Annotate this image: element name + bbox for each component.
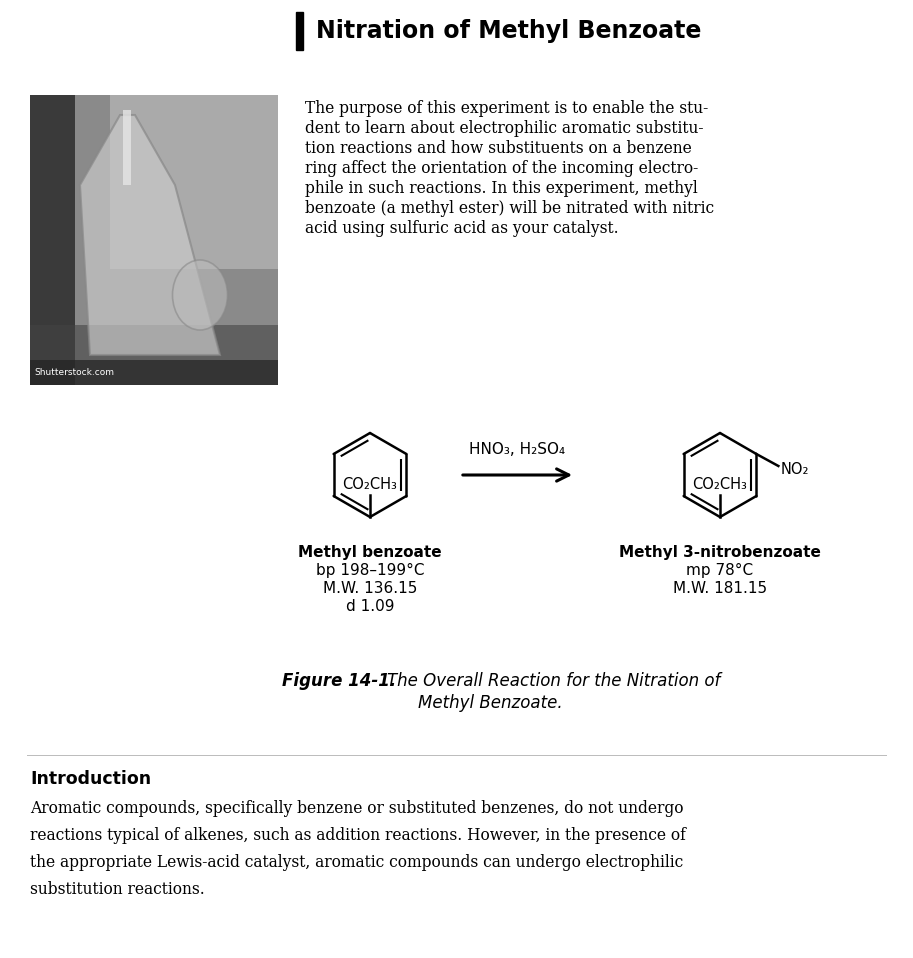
- Bar: [30, 95, 75, 385]
- Text: benzoate (a methyl ester) will be nitrated with nitric: benzoate (a methyl ester) will be nitrat…: [305, 200, 714, 217]
- Text: Figure 14-1.: Figure 14-1.: [282, 672, 396, 690]
- Bar: [296, 12, 303, 50]
- Text: the appropriate Lewis-acid catalyst, aromatic compounds can undergo electrophili: the appropriate Lewis-acid catalyst, aro…: [30, 854, 683, 871]
- Bar: [30, 95, 278, 385]
- Text: phile in such reactions. In this experiment, methyl: phile in such reactions. In this experim…: [305, 180, 698, 197]
- Bar: [70, 95, 278, 385]
- Text: M.W. 136.15: M.W. 136.15: [323, 581, 417, 596]
- Text: M.W. 181.15: M.W. 181.15: [673, 581, 767, 596]
- Bar: [30, 325, 278, 385]
- Text: acid using sulfuric acid as your catalyst.: acid using sulfuric acid as your catalys…: [305, 220, 619, 237]
- Text: Methyl benzoate: Methyl benzoate: [299, 545, 442, 560]
- Text: Methyl Benzoate.: Methyl Benzoate.: [417, 694, 562, 712]
- Bar: [110, 95, 278, 269]
- Text: tion reactions and how substituents on a benzene: tion reactions and how substituents on a…: [305, 140, 692, 157]
- Polygon shape: [80, 115, 220, 355]
- Text: mp 78°C: mp 78°C: [687, 563, 753, 578]
- Text: The Overall Reaction for the Nitration of: The Overall Reaction for the Nitration o…: [387, 672, 720, 690]
- Text: The purpose of this experiment is to enable the stu-: The purpose of this experiment is to ena…: [305, 100, 708, 117]
- Text: bp 198–199°C: bp 198–199°C: [316, 563, 425, 578]
- Text: Methyl 3-nitrobenzoate: Methyl 3-nitrobenzoate: [619, 545, 821, 560]
- Text: HNO₃, H₂SO₄: HNO₃, H₂SO₄: [469, 442, 565, 457]
- Text: reactions typical of alkenes, such as addition reactions. However, in the presen: reactions typical of alkenes, such as ad…: [30, 827, 686, 844]
- Text: substitution reactions.: substitution reactions.: [30, 881, 205, 898]
- Text: NO₂: NO₂: [781, 462, 809, 476]
- Text: d 1.09: d 1.09: [346, 599, 394, 614]
- Text: Introduction: Introduction: [30, 770, 152, 788]
- Bar: [30, 360, 278, 385]
- Bar: [123, 110, 131, 185]
- Text: Shutterstock.com: Shutterstock.com: [34, 368, 114, 377]
- Text: CO₂CH₃: CO₂CH₃: [342, 477, 397, 492]
- Text: CO₂CH₃: CO₂CH₃: [693, 477, 748, 492]
- Text: ring affect the orientation of the incoming electro-: ring affect the orientation of the incom…: [305, 160, 698, 177]
- Text: Aromatic compounds, specifically benzene or substituted benzenes, do not undergo: Aromatic compounds, specifically benzene…: [30, 800, 684, 817]
- Text: Nitration of Methyl Benzoate: Nitration of Methyl Benzoate: [316, 19, 701, 43]
- Ellipse shape: [173, 260, 227, 330]
- Text: dent to learn about electrophilic aromatic substitu-: dent to learn about electrophilic aromat…: [305, 120, 704, 137]
